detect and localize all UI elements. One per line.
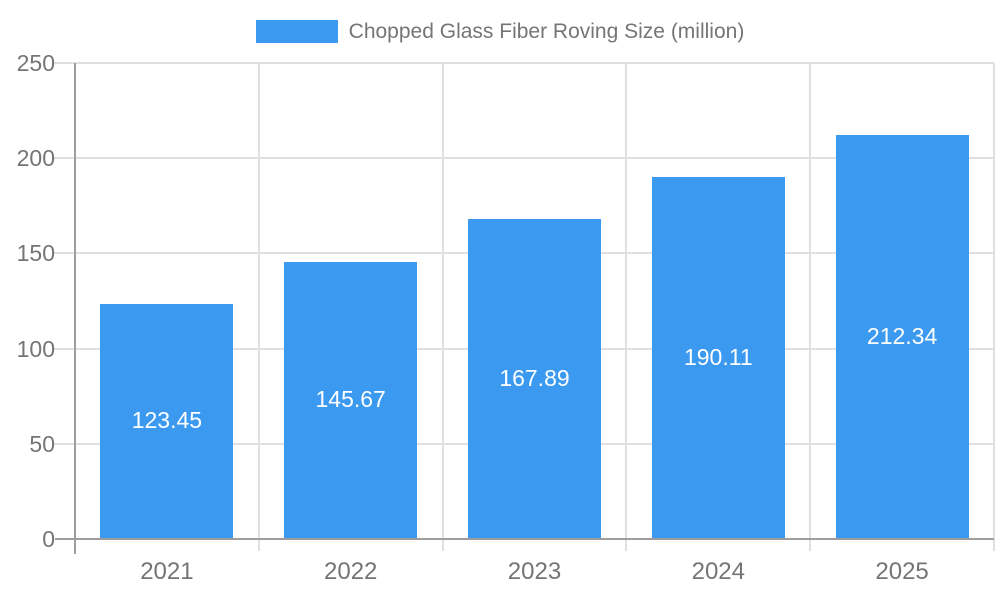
bar-value-label: 123.45 <box>131 407 203 434</box>
bar-value-label: 167.89 <box>499 365 570 392</box>
x-axis-tick-label: 2021 <box>140 558 194 585</box>
legend-swatch <box>255 20 338 43</box>
bar-value-label: 212.34 <box>866 322 938 349</box>
gridline-vertical <box>993 63 995 551</box>
x-axis-tick-label: 2022 <box>324 558 378 585</box>
y-axis-tick-label: 100 <box>16 335 55 362</box>
gridline-horizontal <box>53 157 994 160</box>
y-axis-line <box>74 63 76 554</box>
gridline-horizontal <box>53 62 994 64</box>
gridline-vertical <box>625 63 628 551</box>
y-axis-tick-label: 200 <box>16 145 55 172</box>
bar-value-label: 190.11 <box>683 344 753 370</box>
y-axis-tick-label: 50 <box>29 430 55 457</box>
bar[interactable]: 145.67 <box>284 261 418 538</box>
gridline-vertical <box>809 63 812 551</box>
y-axis-tick-label: 0 <box>42 526 55 552</box>
y-axis-tick-label: 250 <box>16 50 55 76</box>
legend: Chopped Glass Fiber Roving Size (million… <box>0 19 1000 44</box>
bar-value-label: 145.67 <box>315 386 386 413</box>
gridline-vertical <box>441 63 444 551</box>
bar[interactable]: 123.45 <box>100 303 234 538</box>
x-axis-tick-label: 2024 <box>691 558 745 585</box>
x-axis-tick-label: 2025 <box>875 558 929 585</box>
gridline-vertical <box>257 63 260 551</box>
bar[interactable]: 190.11 <box>651 177 785 538</box>
x-axis-line <box>55 538 994 540</box>
legend-item[interactable]: Chopped Glass Fiber Roving Size (million… <box>255 19 745 44</box>
y-axis-tick-label: 150 <box>16 240 55 267</box>
bar[interactable]: 212.34 <box>835 134 969 538</box>
bar[interactable]: 167.89 <box>468 219 601 538</box>
x-axis-tick-label: 2023 <box>507 558 562 585</box>
legend-label: Chopped Glass Fiber Roving Size (million… <box>348 20 745 43</box>
